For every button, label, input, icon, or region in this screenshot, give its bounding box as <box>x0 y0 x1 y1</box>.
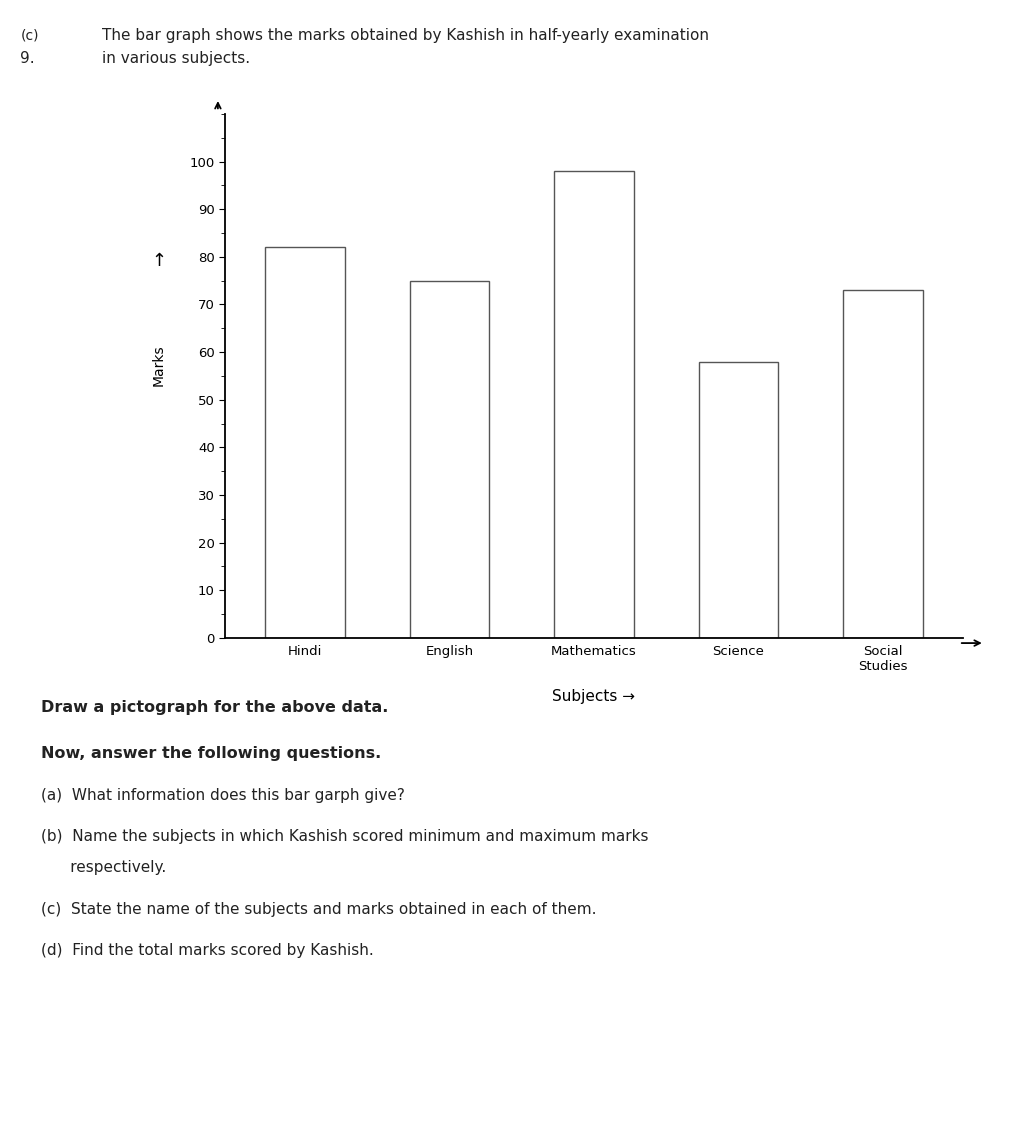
Text: ↑: ↑ <box>152 252 167 270</box>
Text: Now, answer the following questions.: Now, answer the following questions. <box>41 746 381 761</box>
Text: (b)  Name the subjects in which Kashish scored minimum and maximum marks: (b) Name the subjects in which Kashish s… <box>41 829 648 844</box>
Text: (d)  Find the total marks scored by Kashish.: (d) Find the total marks scored by Kashi… <box>41 943 374 958</box>
Bar <box>844 290 923 638</box>
Bar <box>410 280 489 638</box>
Text: The bar graph shows the marks obtained by Kashish in half-yearly examination: The bar graph shows the marks obtained b… <box>102 28 710 43</box>
Text: (c)  State the name of the subjects and marks obtained in each of them.: (c) State the name of the subjects and m… <box>41 902 596 917</box>
Text: (c): (c) <box>20 28 39 42</box>
X-axis label: Subjects →: Subjects → <box>552 689 636 704</box>
Text: respectively.: respectively. <box>41 860 166 875</box>
Text: 9.: 9. <box>20 51 35 66</box>
Text: Draw a pictograph for the above data.: Draw a pictograph for the above data. <box>41 700 388 715</box>
Text: in various subjects.: in various subjects. <box>102 51 251 66</box>
Text: Marks: Marks <box>152 345 166 386</box>
Bar <box>554 171 634 638</box>
Text: (a)  What information does this bar garph give?: (a) What information does this bar garph… <box>41 788 404 803</box>
Bar <box>698 361 778 638</box>
Bar <box>265 247 344 638</box>
